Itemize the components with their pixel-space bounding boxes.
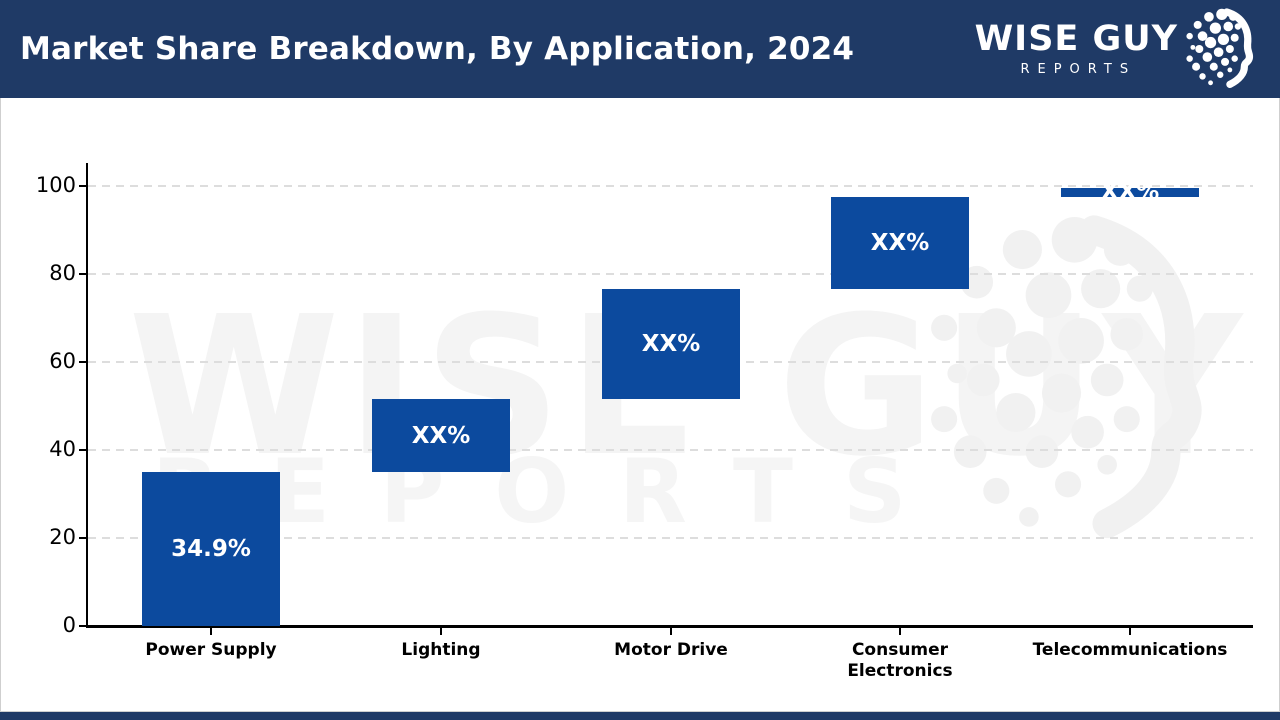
bar-motor-drive: XX% [602,289,740,400]
logo-line2: REPORTS [1020,61,1137,77]
gridline [88,537,1253,539]
gridline [88,185,1253,187]
x-axis-tick [670,628,672,635]
bar-lighting: XX% [372,399,510,473]
y-axis-line [86,163,88,628]
x-axis-tick [1129,628,1131,635]
y-axis-tick [79,273,87,275]
y-axis-tick-label: 40 [49,437,76,461]
y-axis-tick [79,361,87,363]
footer-bar [0,712,1280,720]
bar-consumer-electronics: XX% [831,197,969,290]
y-axis-tick [79,625,87,627]
x-category-label: Power Supply [145,640,277,660]
logo-head-icon [1180,7,1254,91]
y-axis-tick [79,185,87,187]
header-bar: Market Share Breakdown, By Application, … [0,0,1280,98]
x-category-label: Lighting [401,640,481,660]
x-axis-tick [899,628,901,635]
bar-power-supply: 34.9% [142,472,280,626]
y-axis-tick [79,449,87,451]
gridline [88,273,1253,275]
x-category-label: Motor Drive [614,640,728,660]
wise-guy-logo: WISE GUY REPORTS [975,7,1254,91]
y-axis-tick-label: 80 [49,261,76,285]
x-category-label: Consumer Electronics [847,640,953,681]
y-axis-tick [79,537,87,539]
x-axis-line [86,625,1253,628]
y-axis-tick-label: 100 [35,173,76,197]
y-axis-tick-label: 20 [49,525,76,549]
x-axis-tick [440,628,442,635]
y-axis-tick-label: 60 [49,349,76,373]
page-title: Market Share Breakdown, By Application, … [20,31,855,67]
y-axis-tick-label: 0 [62,613,76,637]
logo-line1: WISE GUY [974,18,1178,59]
gridline [88,449,1253,451]
x-category-label: Telecommunications [1032,640,1228,660]
bar-telecommunications: XX% [1061,181,1199,204]
logo-wordmark: WISE GUY REPORTS [974,18,1178,77]
x-axis-tick [210,628,212,635]
